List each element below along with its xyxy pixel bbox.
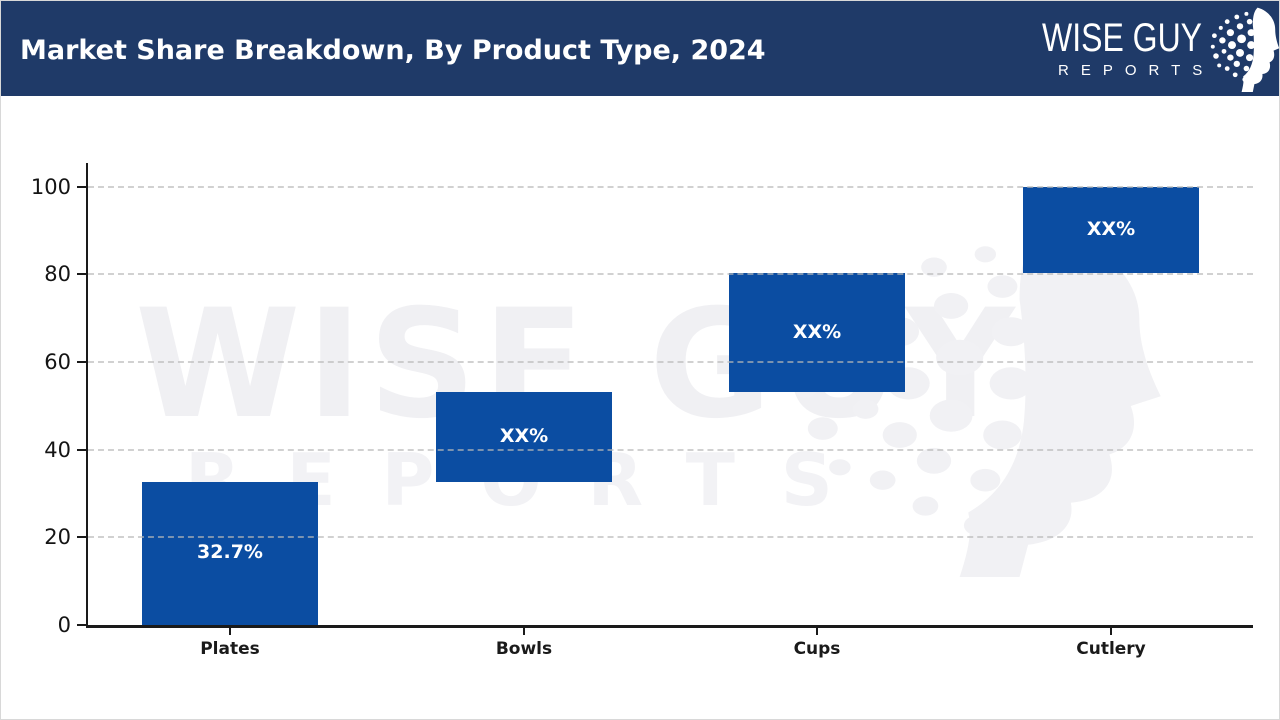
bar-value-label: XX% [792, 320, 842, 343]
brand-name-text: WISE GUY [1042, 16, 1203, 60]
category-label-plates: Plates [200, 639, 260, 659]
brand-head-icon [1210, 7, 1280, 92]
category-label-cups: Cups [793, 639, 841, 659]
gridline-40 [88, 448, 1253, 451]
x-tick-mark [1110, 628, 1112, 635]
bar-value-label: XX% [499, 424, 549, 447]
gridline-100 [88, 185, 1253, 188]
y-tick-mark [77, 185, 86, 188]
y-tick-mark [77, 536, 86, 539]
gridline-80 [88, 273, 1253, 276]
y-tick-mark [77, 448, 86, 451]
category-label-bowls: Bowls [495, 639, 553, 659]
bar-value-label: 32.7% [197, 541, 263, 564]
y-axis-line [86, 163, 88, 627]
gridline-60 [88, 360, 1253, 363]
bar-cups: XX% [729, 273, 905, 392]
bar-plates: 32.7% [142, 481, 318, 625]
y-tick-mark [77, 624, 86, 626]
y-tick-mark [77, 360, 86, 363]
brand-logo: WISE GUY REPORTS [1030, 0, 1280, 96]
brand-subtitle-text: REPORTS [1058, 62, 1215, 79]
x-tick-mark [523, 628, 525, 635]
bar-bowls: XX% [436, 391, 612, 482]
x-tick-mark [816, 628, 818, 635]
bar-cutlery: XX% [1023, 186, 1199, 274]
y-tick-label: 100 [30, 174, 71, 199]
category-label-cutlery: Cutlery [1076, 639, 1146, 659]
y-tick-label: 0 [57, 613, 71, 637]
gridline-20 [88, 536, 1253, 539]
y-tick-label: 60 [44, 349, 71, 374]
y-tick-label: 20 [44, 525, 71, 550]
y-tick-mark [77, 273, 86, 276]
x-tick-mark [229, 628, 231, 635]
y-tick-label: 40 [44, 437, 71, 462]
x-axis-line [86, 625, 1253, 628]
bar-value-label: XX% [1086, 218, 1136, 241]
page-title: Market Share Breakdown, By Product Type,… [20, 35, 766, 66]
header-bar: Market Share Breakdown, By Product Type,… [0, 0, 1280, 96]
y-tick-label: 80 [44, 262, 71, 287]
